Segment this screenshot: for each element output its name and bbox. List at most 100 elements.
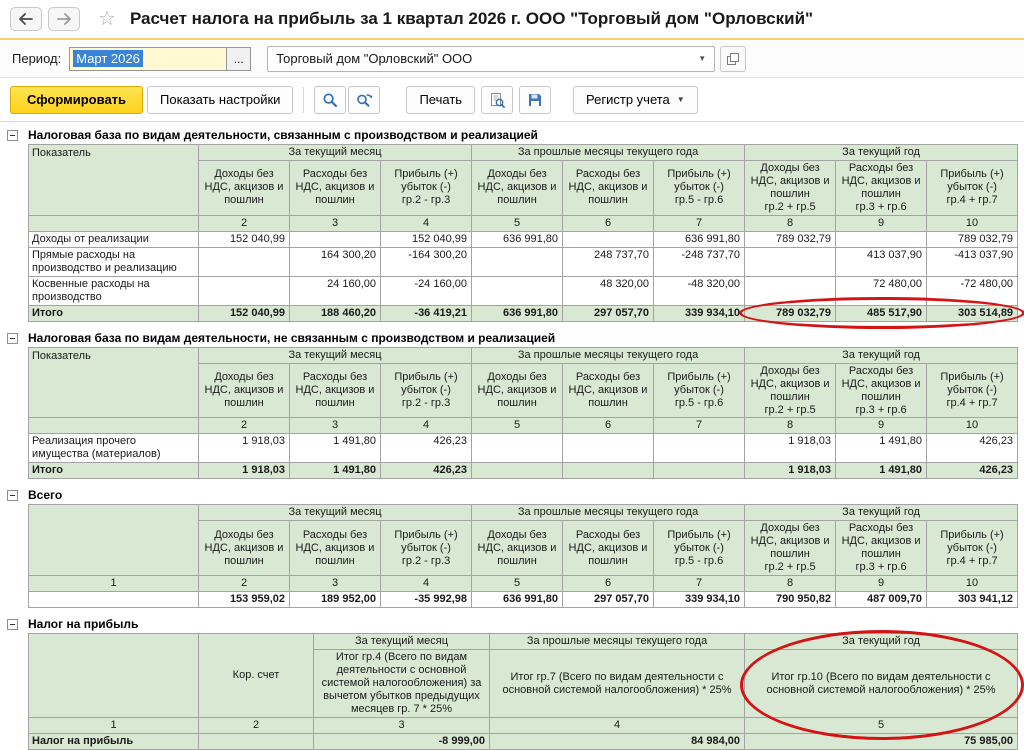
value-cell[interactable] bbox=[562, 230, 655, 248]
value-cell[interactable] bbox=[198, 246, 290, 277]
value-cell[interactable]: 789 032,79 bbox=[744, 230, 837, 248]
row-label-cell[interactable]: Доходы от реализации bbox=[28, 230, 199, 248]
print-button[interactable]: Печать bbox=[406, 85, 476, 114]
value-cell[interactable] bbox=[289, 230, 381, 248]
value-cell[interactable]: 248 737,70 bbox=[562, 246, 655, 277]
row-label-cell[interactable]: Косвенные расходы на производство bbox=[28, 275, 199, 306]
value-cell[interactable] bbox=[562, 462, 655, 480]
value-cell[interactable]: -72 480,00 bbox=[926, 275, 1019, 306]
value-cell[interactable] bbox=[744, 275, 837, 306]
search-repeat-button[interactable] bbox=[348, 85, 381, 114]
value-cell[interactable]: 426,23 bbox=[926, 433, 1019, 464]
organization-open-button[interactable] bbox=[720, 45, 747, 72]
value-cell[interactable]: -413 037,90 bbox=[926, 246, 1019, 277]
value-cell[interactable] bbox=[471, 246, 564, 277]
period-choose-button[interactable]: ... bbox=[227, 46, 252, 71]
value-cell[interactable]: 188 460,20 bbox=[289, 304, 381, 322]
value-cell[interactable]: -8 999,00 bbox=[313, 732, 490, 750]
show-settings-button[interactable]: Показать настройки bbox=[147, 85, 294, 114]
value-cell[interactable]: 1 491,80 bbox=[835, 433, 928, 464]
save-button[interactable] bbox=[519, 85, 552, 114]
collapse-group-button[interactable] bbox=[7, 490, 18, 502]
value-cell[interactable]: 636 991,80 bbox=[471, 591, 564, 609]
value-cell[interactable] bbox=[471, 462, 564, 480]
value-cell[interactable]: 339 934,10 bbox=[653, 591, 746, 609]
forward-button[interactable] bbox=[48, 7, 80, 31]
value-cell[interactable]: -36 419,21 bbox=[379, 304, 473, 322]
value-cell[interactable]: 303 941,12 bbox=[926, 591, 1019, 609]
value-cell[interactable]: 72 480,00 bbox=[835, 275, 928, 306]
collapse-group-button[interactable] bbox=[7, 619, 18, 631]
row-label-cell[interactable] bbox=[28, 591, 199, 609]
value-cell[interactable]: 152 040,99 bbox=[198, 230, 290, 248]
value-cell[interactable]: 426,23 bbox=[379, 433, 473, 464]
row-label-cell[interactable]: Реализация прочего имущества (материалов… bbox=[28, 433, 199, 464]
search-button[interactable] bbox=[314, 85, 347, 114]
value-cell[interactable]: 487 009,70 bbox=[835, 591, 928, 609]
value-cell[interactable]: 1 918,03 bbox=[198, 433, 290, 464]
value-cell[interactable]: 297 057,70 bbox=[562, 304, 655, 322]
value-cell[interactable]: 1 918,03 bbox=[744, 433, 837, 464]
value-cell[interactable]: 485 517,90 bbox=[835, 304, 928, 322]
value-cell[interactable]: 1 491,80 bbox=[835, 462, 928, 480]
header-cell: Расходы без НДС, акцизов и пошлин гр.3 +… bbox=[835, 159, 928, 216]
value-cell[interactable] bbox=[198, 275, 290, 306]
print-preview-button[interactable] bbox=[481, 85, 514, 114]
value-cell[interactable]: 24 160,00 bbox=[289, 275, 381, 306]
value-cell[interactable]: 636 991,80 bbox=[471, 230, 564, 248]
period-input[interactable]: Март 2026 bbox=[69, 46, 228, 71]
chevron-down-icon[interactable]: ▼ bbox=[698, 54, 707, 63]
value-cell[interactable]: 84 984,00 bbox=[489, 732, 745, 750]
header-cell: 2 bbox=[198, 417, 290, 435]
value-cell[interactable]: -48 320,00 bbox=[653, 275, 746, 306]
value-cell[interactable]: 790 950,82 bbox=[744, 591, 837, 609]
table-row: Итого 152 040,99 188 460,20 -36 419,21 636 9… bbox=[28, 304, 1019, 322]
value-cell[interactable]: 636 991,80 bbox=[653, 230, 746, 248]
value-cell[interactable]: 413 037,90 bbox=[835, 246, 928, 277]
value-cell[interactable]: 426,23 bbox=[926, 462, 1019, 480]
value-cell[interactable]: -164 300,20 bbox=[379, 246, 473, 277]
value-cell[interactable]: 339 934,10 bbox=[653, 304, 746, 322]
value-cell[interactable]: 1 918,03 bbox=[198, 462, 290, 480]
value-cell[interactable]: 152 040,99 bbox=[198, 304, 290, 322]
value-cell[interactable] bbox=[744, 246, 837, 277]
value-cell[interactable]: -24 160,00 bbox=[379, 275, 473, 306]
organization-select[interactable]: Торговый дом "Орловский" ООО ▼ bbox=[267, 45, 716, 72]
value-cell[interactable]: 48 320,00 bbox=[562, 275, 655, 306]
generate-button[interactable]: Сформировать bbox=[10, 85, 144, 114]
value-cell[interactable] bbox=[653, 462, 746, 480]
row-label-cell[interactable]: Налог на прибыль bbox=[28, 732, 199, 750]
value-cell[interactable]: 1 491,80 bbox=[289, 462, 381, 480]
value-cell[interactable]: 153 959,02 bbox=[198, 591, 290, 609]
collapse-group-button[interactable] bbox=[7, 332, 18, 344]
value-cell[interactable] bbox=[198, 732, 314, 750]
value-cell[interactable]: 164 300,20 bbox=[289, 246, 381, 277]
value-cell[interactable]: 189 952,00 bbox=[289, 591, 381, 609]
value-cell[interactable]: 297 057,70 bbox=[562, 591, 655, 609]
value-cell[interactable] bbox=[562, 433, 655, 464]
value-cell[interactable] bbox=[471, 275, 564, 306]
row-label-cell[interactable]: Прямые расходы на производство и реализа… bbox=[28, 246, 199, 277]
value-cell[interactable] bbox=[653, 433, 746, 464]
value-cell[interactable]: 636 991,80 bbox=[471, 304, 564, 322]
value-cell[interactable]: 1 491,80 bbox=[289, 433, 381, 464]
collapse-group-button[interactable] bbox=[7, 130, 18, 141]
value-cell[interactable]: -35 992,98 bbox=[379, 591, 473, 609]
value-cell[interactable] bbox=[471, 433, 564, 464]
value-cell[interactable]: 1 918,03 bbox=[744, 462, 837, 480]
value-cell[interactable]: 426,23 bbox=[379, 462, 473, 480]
value-cell[interactable]: 789 032,79 bbox=[744, 304, 837, 322]
favorite-star-icon[interactable]: ☆ bbox=[98, 8, 116, 30]
row-label-cell[interactable]: Итого bbox=[28, 304, 199, 322]
value-cell[interactable]: 789 032,79 bbox=[926, 230, 1019, 248]
value-cell[interactable] bbox=[835, 230, 928, 248]
header-cell: 4 bbox=[379, 214, 473, 232]
row-label-cell[interactable]: Итого bbox=[28, 462, 199, 480]
back-button[interactable] bbox=[10, 7, 42, 31]
value-cell[interactable]: 75 985,00 bbox=[744, 732, 1018, 750]
value-cell[interactable]: 152 040,99 bbox=[379, 230, 473, 248]
value-cell[interactable]: 303 514,89 bbox=[926, 304, 1019, 322]
register-button[interactable]: Регистр учета ▼ bbox=[573, 85, 698, 114]
value-cell[interactable]: -248 737,70 bbox=[653, 246, 746, 277]
header-cell: 9 bbox=[835, 214, 928, 232]
